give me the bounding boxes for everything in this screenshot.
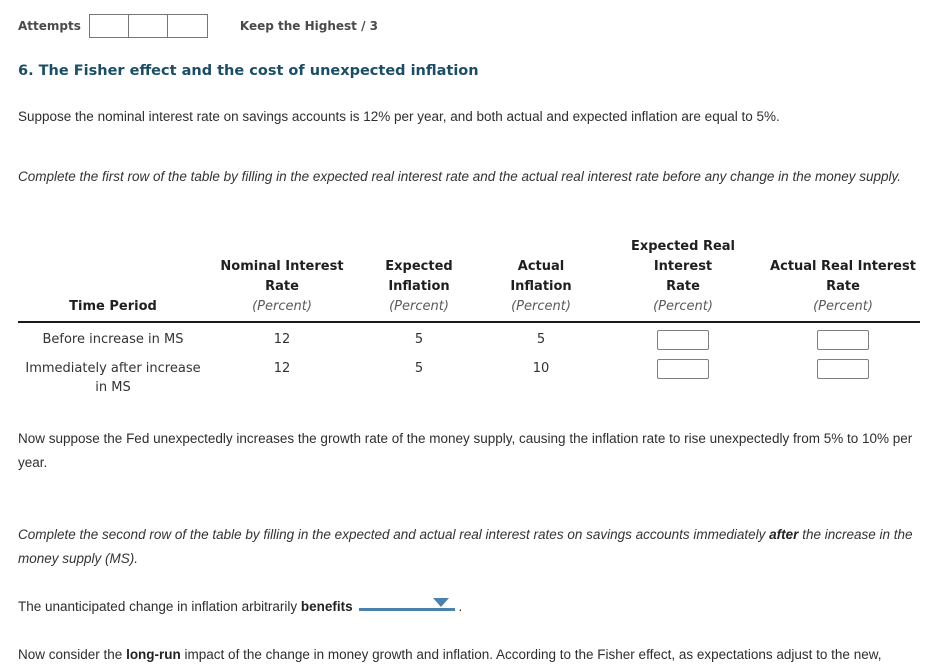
bold-after: after [769,527,799,542]
header-expected-real-unit: (Percent) [653,299,713,314]
row1-actual-real-rate-input[interactable] [817,330,869,350]
row2-actual-real-rate-input[interactable] [817,359,869,379]
attempt-box-3 [167,15,207,37]
row1-expected-inflation: 5 [414,332,424,347]
attempts-score-boxes [88,14,208,38]
table-row: Before increase in MS 12 5 5 [18,322,920,352]
longrun-paragraph: Now consider the long-run impact of the … [18,643,920,668]
header-actual-real-unit: (Percent) [813,299,873,314]
attempt-box-2 [128,15,168,37]
benefits-dropdown[interactable] [358,596,455,611]
row1-nominal-rate: 12 [273,332,291,347]
header-time-period: Time Period [18,237,208,323]
benefits-sentence: The unanticipated change in inflation ar… [18,595,920,619]
table-header-row: Time Period Nominal Interest Rate (Perce… [18,237,920,323]
row2-actual-inflation: 10 [532,361,550,376]
fed-paragraph: Now suppose the Fed unexpectedly increas… [18,431,913,470]
header-actual-inflation: Actual Inflation (Percent) [482,237,600,323]
fisher-effect-table: Time Period Nominal Interest Rate (Perce… [18,237,920,399]
row1-label: Before increase in MS [42,332,184,347]
attempts-label: Attempts [18,19,81,33]
row1-actual-inflation: 5 [536,332,546,347]
header-actual-inflation-unit: (Percent) [511,299,571,314]
row2-expected-inflation: 5 [414,361,424,376]
header-actual-real-rate: Actual Real Interest Rate (Percent) [766,237,920,323]
row2-expected-real-rate-input[interactable] [657,359,709,379]
question-title: 6. The Fisher effect and the cost of une… [18,63,479,79]
row2-nominal-rate: 12 [273,361,291,376]
attempt-box-1 [89,15,129,37]
row2-label: Immediately after increase in MS [25,361,201,395]
dropdown-caret-icon [432,598,449,607]
header-expected-inflation: Expected Inflation (Percent) [356,237,482,323]
header-expected-inflation-unit: (Percent) [389,299,449,314]
header-nominal-rate: Nominal Interest Rate (Percent) [208,237,356,323]
keep-highest-label: Keep the Highest / 3 [239,19,378,33]
bold-long-run: long-run [126,647,181,662]
intro-paragraph: Suppose the nominal interest rate on sav… [18,109,780,124]
instruction-first-row: Complete the first row of the table by f… [18,169,902,184]
instruction-second-row: Complete the second row of the table by … [18,527,913,566]
row1-expected-real-rate-input[interactable] [657,330,709,350]
bold-benefits: benefits [300,599,353,614]
table-row: Immediately after increase in MS 12 5 10 [18,352,920,399]
attempts-bar: Attempts Keep the Highest / 3 [18,13,920,39]
header-nominal-unit: (Percent) [252,299,312,314]
header-expected-real-rate: Expected Real Interest Rate (Percent) [600,237,766,323]
